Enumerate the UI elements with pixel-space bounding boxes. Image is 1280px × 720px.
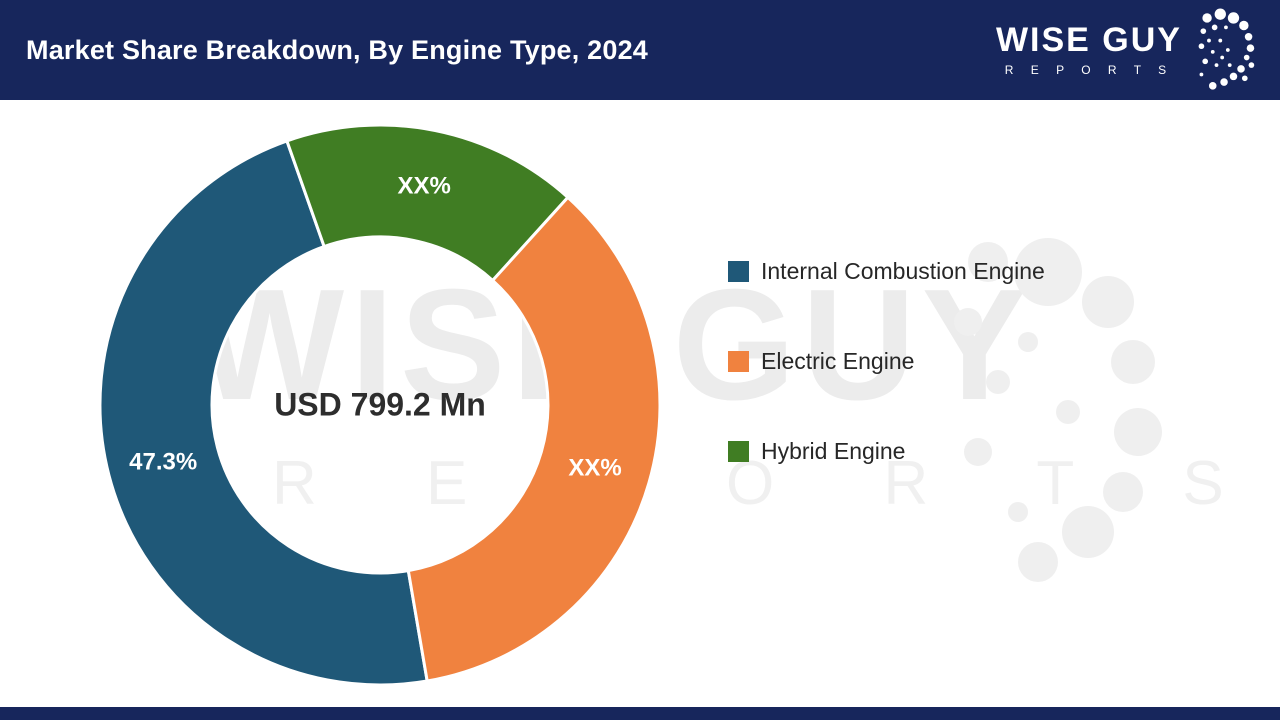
chart-legend: Internal Combustion Engine Electric Engin…: [728, 257, 1045, 465]
segment-label-2: XX%: [397, 172, 450, 199]
page-title: Market Share Breakdown, By Engine Type, …: [26, 34, 649, 65]
logo-wordmark: WISE GUY: [995, 21, 1182, 59]
chart-center-value: USD 799.2 Mn: [274, 386, 486, 423]
logo-text: WISE GUY R E P O R T S: [996, 23, 1182, 77]
donut-segment-0: [98, 139, 429, 687]
logo-head-icon: [1198, 8, 1255, 90]
legend-item-1: Electric Engine: [728, 347, 1045, 375]
watermark-head-graphic: [954, 238, 1162, 582]
logo-subtitle: R E P O R T S: [1004, 63, 1174, 77]
header-bar: Market Share Breakdown, By Engine Type, …: [0, 0, 1280, 100]
legend-item-2: Hybrid Engine: [728, 437, 1045, 465]
wise-guy-logo: WISE GUY R E P O R T S: [996, 6, 1258, 94]
legend-label: Electric Engine: [761, 347, 915, 374]
segment-label-0: 47.3%: [129, 448, 197, 475]
donut-segment-1: [406, 195, 662, 683]
donut-chart: 47.3% XX% XX%: [98, 123, 662, 687]
segment-label-1: XX%: [568, 455, 621, 482]
footer-bar: [0, 707, 1280, 720]
legend-swatch-icon: [728, 440, 749, 462]
legend-item-0: Internal Combustion Engine: [728, 257, 1045, 285]
legend-swatch-icon: [728, 350, 749, 372]
legend-label: Internal Combustion Engine: [761, 257, 1045, 284]
legend-swatch-icon: [728, 260, 749, 282]
donut-segment-2: [284, 123, 570, 283]
legend-label: Hybrid Engine: [761, 437, 906, 464]
